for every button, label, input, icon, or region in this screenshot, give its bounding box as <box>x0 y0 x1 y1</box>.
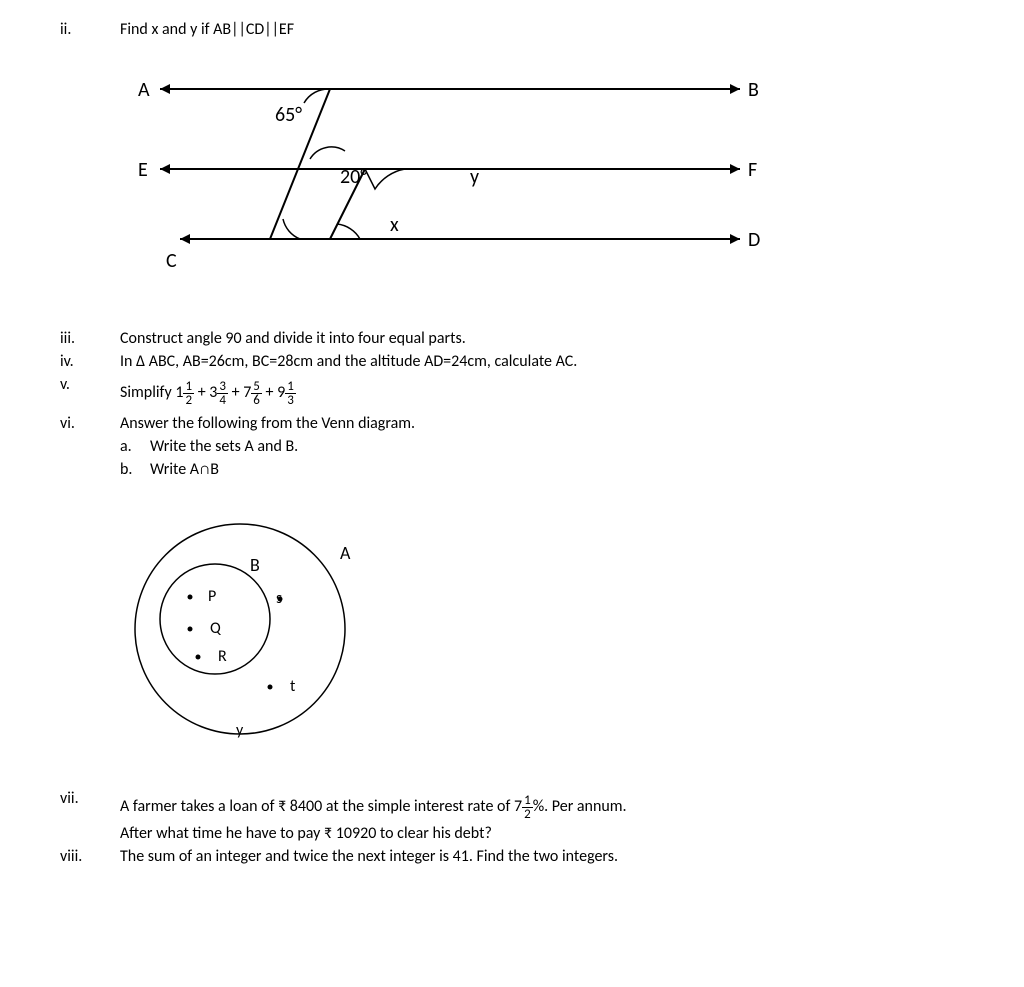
svg-text:F: F <box>748 158 757 182</box>
question-vi: vi. Answer the following from the Venn d… <box>40 414 984 479</box>
svg-text:D: D <box>748 228 760 252</box>
sub-text: Write A∩B <box>150 460 219 479</box>
question-iv: iv. In Δ ABC, AB=26cm, BC=28cm and the a… <box>40 352 984 371</box>
svg-text:P: P <box>208 587 216 606</box>
svg-text:y: y <box>470 165 479 189</box>
sub-text: Write the sets A and B. <box>150 437 298 456</box>
question-number: vi. <box>40 414 120 479</box>
question-v: v. Simplify 112 + 334 + 756 + 913 <box>40 375 984 410</box>
question-text: In Δ ABC, AB=26cm, BC=28cm and the altit… <box>120 352 984 371</box>
svg-text:s: s <box>276 589 282 608</box>
question-iii: iii. Construct angle 90 and divide it in… <box>40 329 984 348</box>
svg-text:x: x <box>390 213 399 237</box>
question-text: Construct angle 90 and divide it into fo… <box>120 329 984 348</box>
svg-text:y: y <box>236 721 244 740</box>
sub-question-a: a. Write the sets A and B. <box>120 437 984 456</box>
svg-text:20°: 20° <box>340 165 367 189</box>
question-number: v. <box>40 375 120 410</box>
svg-text:Q: Q <box>210 619 222 638</box>
svg-text:65°: 65° <box>275 103 302 127</box>
question-number: iv. <box>40 352 120 371</box>
simplify-prefix: Simplify <box>120 383 175 402</box>
line2: After what time he have to pay ₹ 10920 t… <box>120 824 984 843</box>
line1: A farmer takes a loan of ₹ 8400 at the s… <box>120 789 984 824</box>
svg-text:B: B <box>250 554 260 576</box>
question-ii: ii. Find x and y if AB||CD||EF <box>40 20 984 39</box>
sub-question-b: b. Write A∩B <box>120 460 984 479</box>
sub-number: a. <box>120 437 150 456</box>
svg-text:B: B <box>748 78 759 102</box>
question-number: ii. <box>40 20 120 39</box>
question-body: Answer the following from the Venn diagr… <box>120 414 984 479</box>
svg-text:E: E <box>138 158 148 182</box>
svg-text:A: A <box>138 78 150 102</box>
question-body: A farmer takes a loan of ₹ 8400 at the s… <box>120 789 984 843</box>
geometry-svg: ABEFCD65°20°yxC <box>100 59 780 299</box>
parallel-lines-diagram: ABEFCD65°20°yxC <box>100 59 984 299</box>
question-text: Simplify 112 + 334 + 756 + 913 <box>120 375 984 410</box>
svg-text:R: R <box>218 647 227 666</box>
venn-diagram: A B PQRs t y <box>100 499 984 759</box>
question-text: Answer the following from the Venn diagr… <box>120 414 984 433</box>
venn-svg: A B PQRs t y <box>100 499 380 759</box>
question-number: vii. <box>40 789 120 843</box>
sub-number: b. <box>120 460 150 479</box>
question-number: viii. <box>40 847 120 866</box>
question-vii: vii. A farmer takes a loan of ₹ 8400 at … <box>40 789 984 843</box>
question-viii: viii. The sum of an integer and twice th… <box>40 847 984 866</box>
question-text: Find x and y if AB||CD||EF <box>120 20 984 39</box>
question-text: The sum of an integer and twice the next… <box>120 847 984 866</box>
simplify-expression: 112 + 334 + 756 + 913 <box>175 383 295 402</box>
line1-part-b: %. Per annum. <box>533 797 627 816</box>
line1-part-a: A farmer takes a loan of ₹ 8400 at the s… <box>120 797 522 816</box>
svg-text:t: t <box>290 677 296 696</box>
svg-text:A: A <box>340 542 351 564</box>
question-number: iii. <box>40 329 120 348</box>
fraction: 12 <box>522 794 533 821</box>
svg-text:C: C <box>166 249 177 273</box>
